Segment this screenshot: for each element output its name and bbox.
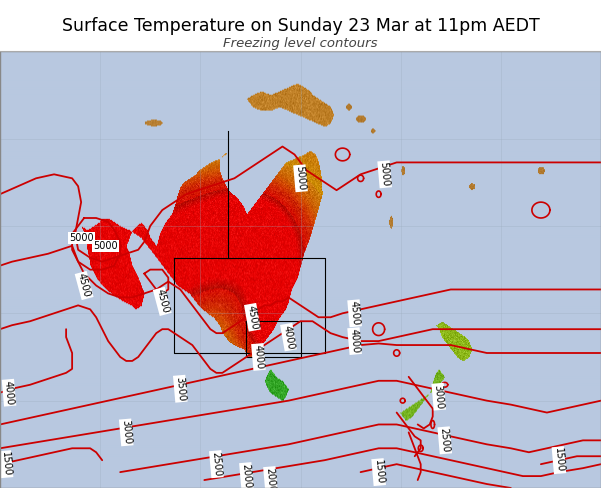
Text: Surface Temperature on Sunday 23 Mar at 11pm AEDT: Surface Temperature on Sunday 23 Mar at … — [62, 17, 539, 35]
Text: 1500: 1500 — [0, 451, 12, 477]
Text: 4500: 4500 — [349, 301, 361, 326]
Text: 5000: 5000 — [93, 241, 117, 251]
Text: 1500: 1500 — [373, 459, 385, 485]
Text: 3500: 3500 — [174, 376, 186, 402]
Text: 3000: 3000 — [120, 420, 132, 445]
Text: 3000: 3000 — [433, 384, 445, 409]
Text: 4500: 4500 — [154, 288, 170, 315]
Text: 4000: 4000 — [281, 324, 296, 350]
Text: 2500: 2500 — [439, 427, 451, 453]
Text: 2500: 2500 — [210, 451, 222, 477]
Text: 4000: 4000 — [349, 328, 361, 354]
Text: 2000: 2000 — [264, 468, 276, 488]
Text: Freezing level contours: Freezing level contours — [223, 37, 378, 50]
Text: 4000: 4000 — [252, 345, 264, 369]
Text: 5000: 5000 — [69, 233, 93, 243]
Text: 2000: 2000 — [240, 464, 252, 488]
Text: 5000: 5000 — [294, 165, 307, 191]
Text: 4500: 4500 — [76, 272, 92, 299]
Text: 4500: 4500 — [245, 305, 260, 330]
Text: 4000: 4000 — [3, 380, 15, 406]
Text: 1500: 1500 — [553, 447, 565, 473]
Text: 5000: 5000 — [379, 162, 391, 187]
